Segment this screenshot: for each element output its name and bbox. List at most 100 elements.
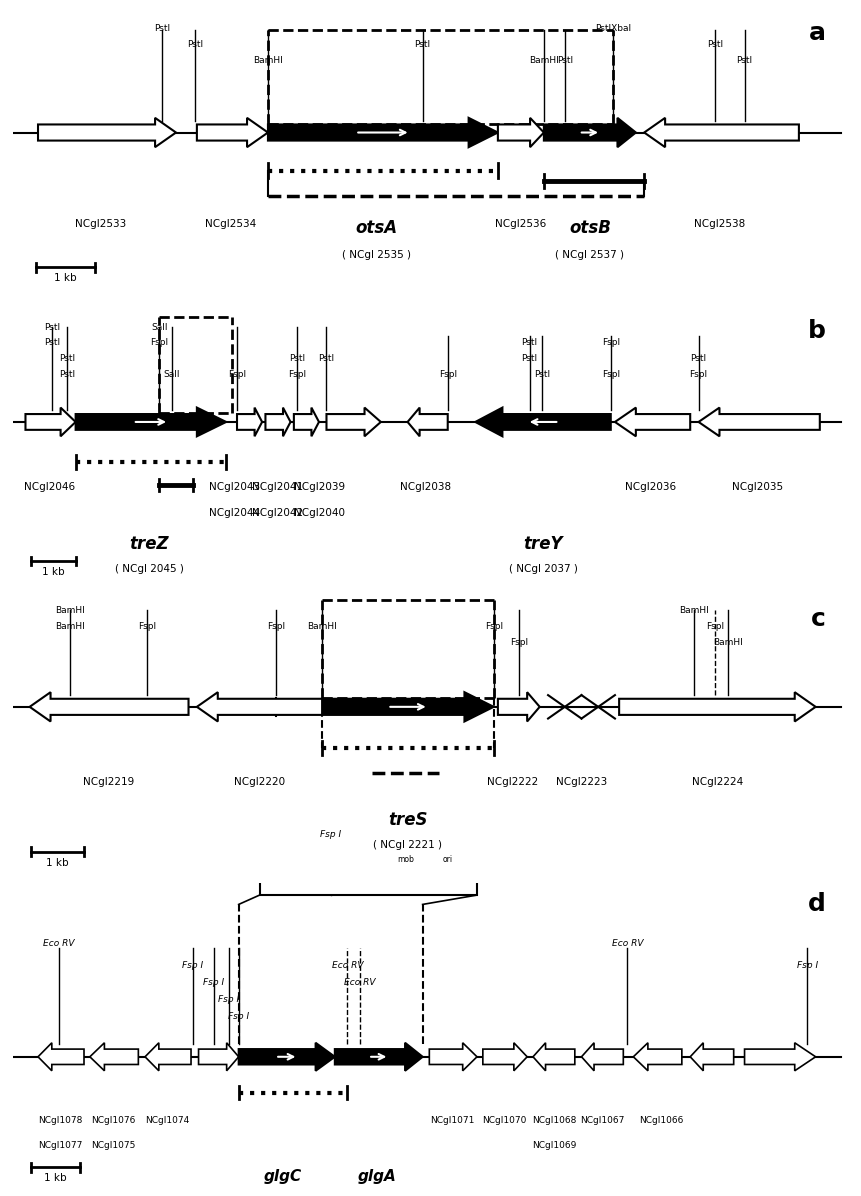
Text: FspI: FspI xyxy=(150,338,168,347)
Text: 1 kb: 1 kb xyxy=(44,1173,67,1183)
Text: ( NCgl 2537 ): ( NCgl 2537 ) xyxy=(554,250,623,260)
Text: PstI: PstI xyxy=(706,39,722,49)
Text: PstI: PstI xyxy=(414,39,430,49)
Polygon shape xyxy=(326,408,381,437)
Polygon shape xyxy=(90,1043,138,1070)
Text: BamHI: BamHI xyxy=(529,56,558,65)
Circle shape xyxy=(426,852,468,867)
Text: PstI: PstI xyxy=(59,354,75,364)
Polygon shape xyxy=(618,692,815,721)
Text: PstI: PstI xyxy=(318,354,334,364)
Polygon shape xyxy=(38,1043,84,1070)
Polygon shape xyxy=(38,118,176,147)
Text: NCgl1066: NCgl1066 xyxy=(639,1116,683,1125)
Text: c: c xyxy=(810,608,825,631)
Text: FspI: FspI xyxy=(484,622,502,630)
Text: PstIXbaI: PstIXbaI xyxy=(595,24,630,32)
Text: otsA: otsA xyxy=(356,219,397,237)
Text: SalI: SalI xyxy=(151,323,167,331)
Text: d: d xyxy=(807,892,825,916)
Text: NCgl1074: NCgl1074 xyxy=(146,1116,189,1125)
Polygon shape xyxy=(196,118,268,147)
Text: NCgl1077: NCgl1077 xyxy=(39,1141,83,1149)
Text: otsB: otsB xyxy=(568,219,610,237)
Text: PstI: PstI xyxy=(521,354,537,364)
Polygon shape xyxy=(196,692,322,721)
Polygon shape xyxy=(272,848,381,871)
Polygon shape xyxy=(543,118,635,147)
Text: NCgl1075: NCgl1075 xyxy=(91,1141,135,1149)
Text: PstI: PstI xyxy=(690,354,706,364)
Polygon shape xyxy=(322,692,493,721)
Text: NCgl1078: NCgl1078 xyxy=(39,1116,83,1125)
Polygon shape xyxy=(334,1043,422,1070)
Text: FspI: FspI xyxy=(438,370,456,379)
Polygon shape xyxy=(474,408,610,437)
Text: NCgl2538: NCgl2538 xyxy=(693,219,744,228)
Polygon shape xyxy=(29,692,189,721)
Text: ori: ori xyxy=(443,855,452,864)
Text: BamHI: BamHI xyxy=(678,605,709,615)
Text: Fsp I: Fsp I xyxy=(218,995,239,1003)
Text: treZ: treZ xyxy=(129,536,169,554)
Text: NCgl2042: NCgl2042 xyxy=(251,508,302,518)
Text: PstI: PstI xyxy=(534,370,549,379)
Text: NCgl2219: NCgl2219 xyxy=(84,777,134,787)
Text: b: b xyxy=(807,318,825,342)
Text: 1 kb: 1 kb xyxy=(46,858,69,868)
Polygon shape xyxy=(237,408,262,437)
Text: Eco RV: Eco RV xyxy=(43,939,75,948)
Text: glgA: glgA xyxy=(356,1168,395,1184)
Text: NCgl1070: NCgl1070 xyxy=(482,1116,526,1125)
Polygon shape xyxy=(643,118,798,147)
Text: NCgl2534: NCgl2534 xyxy=(204,219,256,228)
Text: NCgl2222: NCgl2222 xyxy=(486,777,538,787)
Text: NCgl1069: NCgl1069 xyxy=(531,1141,575,1149)
Text: FspI: FspI xyxy=(509,637,527,647)
Text: FspI: FspI xyxy=(601,370,619,379)
Text: NCgl2036: NCgl2036 xyxy=(623,482,675,493)
Polygon shape xyxy=(265,408,290,437)
Polygon shape xyxy=(145,1043,191,1070)
Text: glgC: glgC xyxy=(263,1168,301,1184)
Text: NCgl2220: NCgl2220 xyxy=(233,777,285,787)
Polygon shape xyxy=(498,118,543,147)
Text: treS: treS xyxy=(387,811,427,829)
Text: PstI: PstI xyxy=(44,338,60,347)
Text: NCgl2043: NCgl2043 xyxy=(208,482,260,493)
Polygon shape xyxy=(268,118,498,147)
Text: Fsp I: Fsp I xyxy=(319,830,341,838)
Text: NCgl2224: NCgl2224 xyxy=(691,777,742,787)
Text: ( NCgl 2037 ): ( NCgl 2037 ) xyxy=(508,565,577,574)
Text: NCgl2039: NCgl2039 xyxy=(294,482,345,493)
Text: PstI: PstI xyxy=(521,338,537,347)
Polygon shape xyxy=(198,1043,238,1070)
Polygon shape xyxy=(744,1043,815,1070)
Text: PstI: PstI xyxy=(288,354,305,364)
Text: FspI: FspI xyxy=(138,622,156,630)
Polygon shape xyxy=(393,852,418,867)
Text: SalI: SalI xyxy=(164,370,180,379)
Text: NCgl1076: NCgl1076 xyxy=(91,1116,135,1125)
Text: NCgl2041: NCgl2041 xyxy=(251,482,302,493)
Polygon shape xyxy=(482,1043,527,1070)
Text: NCgl2046: NCgl2046 xyxy=(24,482,75,493)
Text: treY: treY xyxy=(523,536,562,554)
Text: NCgl2223: NCgl2223 xyxy=(555,777,606,787)
Text: BamHI: BamHI xyxy=(55,605,84,615)
Text: NCgl2536: NCgl2536 xyxy=(494,219,546,228)
Text: Eco RV: Eco RV xyxy=(611,939,642,948)
Text: 1 kb: 1 kb xyxy=(42,567,65,576)
Text: Fsp I: Fsp I xyxy=(203,978,224,987)
Text: mob: mob xyxy=(397,855,414,864)
Text: 1 kb: 1 kb xyxy=(54,273,77,283)
Text: PstI: PstI xyxy=(153,24,170,32)
Text: PstI: PstI xyxy=(44,323,60,331)
Text: FspI: FspI xyxy=(705,622,723,630)
Text: PstI: PstI xyxy=(187,39,203,49)
Polygon shape xyxy=(407,408,447,437)
Text: ( NCgl 2535 ): ( NCgl 2535 ) xyxy=(342,250,411,260)
Text: FspI: FspI xyxy=(227,370,245,379)
Polygon shape xyxy=(498,692,539,721)
Text: Km$^r$: Km$^r$ xyxy=(316,854,336,865)
